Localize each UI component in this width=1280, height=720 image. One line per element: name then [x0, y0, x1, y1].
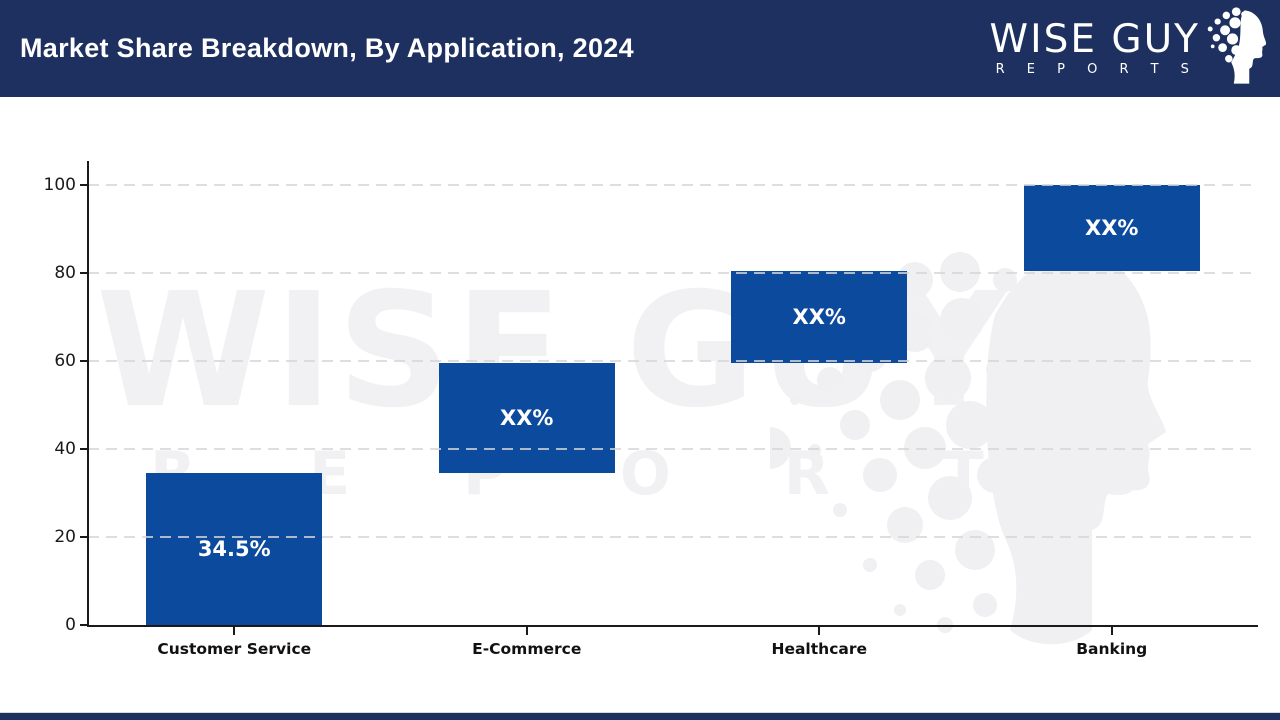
y-tick-label: 100 [43, 175, 76, 195]
gridline [88, 448, 1258, 450]
x-tick-mark [233, 627, 236, 635]
x-category-label: Customer Service [157, 640, 312, 658]
bar [438, 363, 615, 474]
brand-name: WISE GUY [989, 17, 1200, 62]
y-tick-mark [80, 448, 88, 450]
x-category-label: Healthcare [771, 640, 868, 658]
footer-bar [0, 713, 1280, 720]
y-tick-label: 20 [54, 527, 76, 547]
bar-value-label: XX% [1085, 215, 1139, 240]
brand-text: WISE GUY R E P O R T S [990, 20, 1200, 77]
y-tick-mark [80, 360, 88, 362]
brand-tagline: R E P O R T S [995, 62, 1198, 77]
x-tick-mark [1110, 627, 1113, 635]
x-tick-mark [818, 627, 821, 635]
gridline [88, 184, 1258, 186]
gridline [88, 360, 1258, 362]
x-category-label: E-Commerce [472, 640, 582, 658]
y-tick-mark [80, 536, 88, 538]
y-tick-label: 80 [54, 263, 76, 283]
y-tick-label: 40 [54, 439, 76, 459]
y-tick-mark [80, 624, 88, 626]
x-axis-line [87, 625, 1258, 627]
page-title: Market Share Breakdown, By Application, … [20, 33, 634, 63]
y-tick-mark [80, 184, 88, 186]
bar-value-label: XX% [792, 305, 846, 329]
footer-hairline [0, 712, 1280, 713]
x-category-label: Banking [1076, 640, 1148, 658]
y-tick-label: 60 [54, 351, 76, 371]
gridline [88, 536, 1258, 538]
bar [731, 270, 908, 364]
y-tick-label: 0 [65, 615, 76, 635]
header: Market Share Breakdown, By Application, … [0, 0, 1280, 97]
y-axis-line [87, 161, 89, 627]
gridline [88, 272, 1258, 274]
bar-value-label: XX% [500, 406, 554, 431]
y-tick-mark [80, 272, 88, 274]
bar [146, 473, 323, 625]
wiseguy-head-logo-icon [1204, 5, 1267, 93]
bar-value-label: 34.5% [197, 537, 271, 562]
bar [1023, 185, 1200, 271]
x-tick-mark [525, 627, 528, 635]
brand-logo: WISE GUY R E P O R T S [990, 5, 1280, 93]
